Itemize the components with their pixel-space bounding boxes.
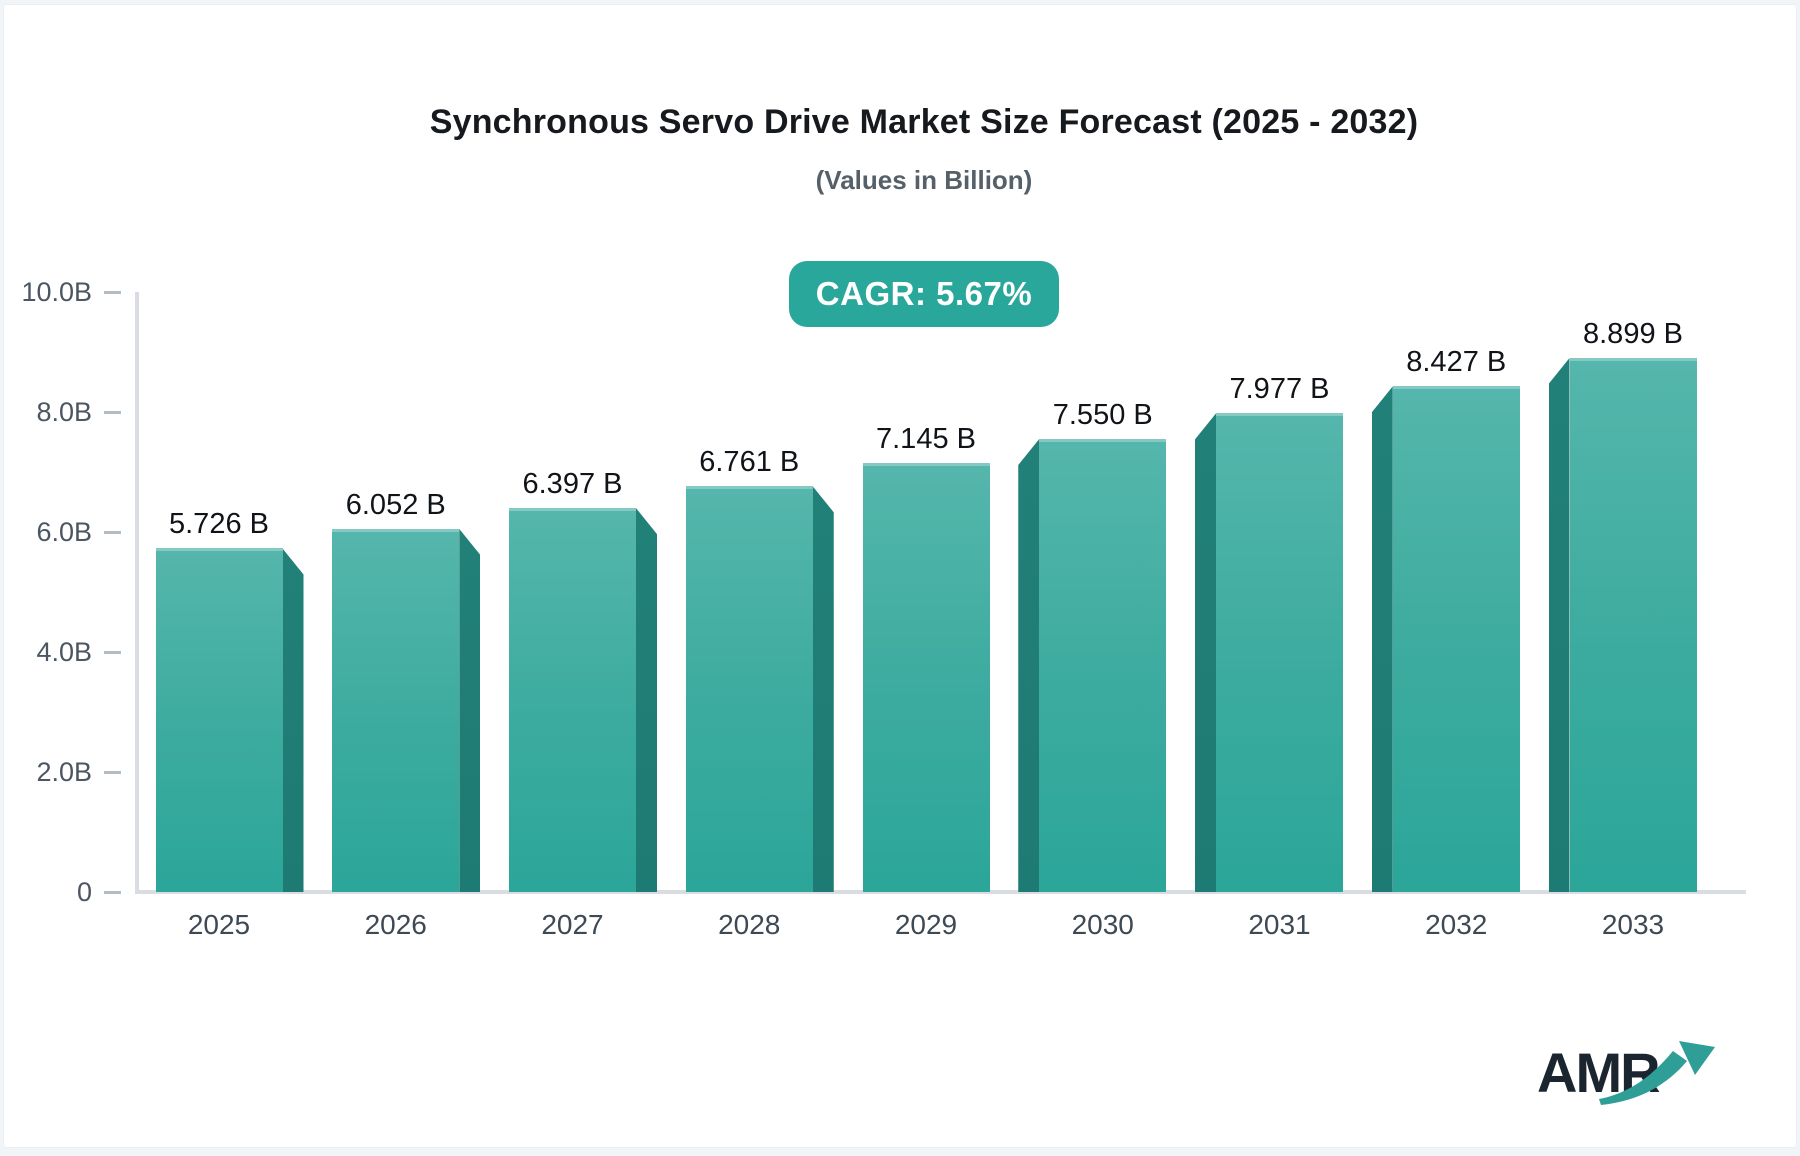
y-axis-label: 10.0B <box>21 277 92 307</box>
bar-side-3d <box>282 548 304 892</box>
y-axis-tick <box>104 291 121 294</box>
y-axis-label: 6.0B <box>36 517 92 547</box>
y-axis-tick <box>104 651 121 654</box>
y-axis-tick <box>104 891 121 894</box>
y-axis-tick <box>104 771 121 774</box>
chart-subtitle: (Values in Billion) <box>815 165 1033 195</box>
bar-face <box>862 463 990 892</box>
amr-logo-arrow-icon <box>1599 1041 1715 1105</box>
bar-value-label: 7.550 B <box>1052 399 1153 431</box>
bar-value-label: 6.052 B <box>345 488 446 521</box>
chart-title: Synchronous Servo Drive Market Size Fore… <box>429 103 1419 141</box>
chart-card: Synchronous Servo Drive Market Size Fore… <box>3 4 1797 1148</box>
bar-value-label: 8.427 B <box>1406 346 1507 379</box>
bar-side-3d <box>1018 439 1040 892</box>
x-axis-label: 2025 <box>187 909 251 940</box>
x-axis-line <box>135 890 1746 894</box>
bar-face <box>155 548 283 892</box>
x-axis-label: 2031 <box>1248 909 1311 940</box>
bar-side-3d <box>812 486 834 892</box>
bar-face <box>1039 439 1167 892</box>
x-axis-label: 2028 <box>718 909 781 940</box>
bar-face <box>685 486 813 892</box>
y-axis-label: 0 <box>76 877 92 907</box>
bar-face <box>1392 386 1520 892</box>
bar-face <box>1569 358 1697 892</box>
cagr-badge: CAGR: 5.67% <box>789 261 1059 327</box>
x-axis-label: 2026 <box>364 909 427 940</box>
x-axis-label: 2027 <box>541 909 604 940</box>
bar-face <box>1216 413 1343 892</box>
bar-face <box>332 528 460 892</box>
x-axis-label: 2033 <box>1601 909 1665 940</box>
bar-face <box>509 508 636 892</box>
bar-side-3d <box>1548 358 1570 892</box>
x-axis-label: 2032 <box>1425 909 1488 940</box>
y-axis-tick <box>104 531 121 534</box>
bar-side-3d <box>1195 413 1216 892</box>
bar-value-label: 5.726 B <box>169 508 269 541</box>
bar-side-3d <box>1371 386 1393 892</box>
bar-value-label: 7.977 B <box>1229 373 1330 406</box>
bar-value-label: 7.145 B <box>876 423 976 456</box>
bar-value-label: 6.397 B <box>522 468 623 501</box>
x-axis-label: 2030 <box>1071 909 1134 940</box>
y-axis-label: 8.0B <box>36 397 92 427</box>
y-axis-label: 2.0B <box>36 757 92 787</box>
bar-side-3d <box>636 508 657 892</box>
amr-logo: AMR <box>1537 1041 1727 1109</box>
bar-value-label: 8.899 B <box>1583 318 1683 351</box>
y-axis-line <box>135 292 139 893</box>
y-axis-label: 4.0B <box>36 637 92 667</box>
bar-side-3d <box>459 528 481 892</box>
bar-value-label: 6.761 B <box>699 446 800 479</box>
y-axis-tick <box>104 411 121 414</box>
x-axis-label: 2029 <box>894 909 958 940</box>
